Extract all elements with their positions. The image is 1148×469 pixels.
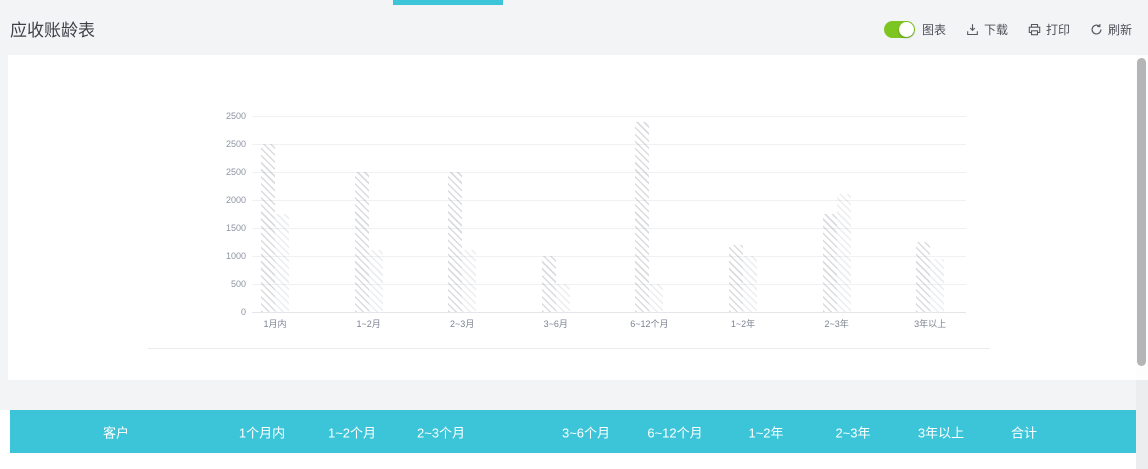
toggle-knob bbox=[898, 21, 914, 37]
table-header-cell: 1~2年 bbox=[748, 425, 784, 440]
chart-card: 0 500 1000 1500 2000 2500 2500 2500 1月内 1~2月 2~3月 3… bbox=[8, 55, 1136, 380]
y-axis-tick-label: 1000 bbox=[225, 251, 246, 261]
table-header-cell: 合计 bbox=[1010, 425, 1038, 440]
refresh-label: 刷新 bbox=[1107, 22, 1132, 37]
refresh-button[interactable]: 刷新 bbox=[1090, 21, 1132, 38]
refresh-icon bbox=[1090, 23, 1103, 36]
gridline bbox=[252, 200, 966, 201]
bar-series-2-1月内 bbox=[275, 214, 289, 312]
x-axis-category-label: 2~3年 bbox=[824, 319, 849, 329]
download-label: 下载 bbox=[983, 22, 1008, 37]
bar-series-2-1~2月 bbox=[368, 250, 383, 312]
x-axis-category-label: 3~6月 bbox=[543, 319, 568, 329]
scrollbar-track-lower bbox=[1136, 380, 1148, 469]
bar-series-2-2~3年 bbox=[836, 194, 851, 312]
page-title: 应收账龄表 bbox=[10, 21, 95, 40]
x-axis-category-label: 1~2年 bbox=[730, 319, 756, 329]
bar-series-2-3年以上 bbox=[930, 259, 945, 312]
chart-toggle-switch[interactable] bbox=[883, 20, 915, 38]
bar-series-2-6~12个月 bbox=[649, 284, 664, 312]
download-icon bbox=[966, 23, 979, 36]
download-button[interactable]: 下载 bbox=[966, 21, 1008, 38]
table-header-cell: 3~6个月 bbox=[561, 425, 611, 440]
bar-series-2-2~3月 bbox=[462, 250, 477, 312]
bar-series-1-3年以上 bbox=[916, 242, 931, 312]
gridline bbox=[252, 228, 966, 229]
x-axis-category-label: 3年以上 bbox=[914, 319, 947, 329]
gridline bbox=[252, 116, 966, 117]
print-button[interactable]: 打印 bbox=[1028, 21, 1070, 38]
bar-series-1-3~6月 bbox=[541, 256, 556, 312]
x-axis-category-label: 6~12个月 bbox=[630, 319, 669, 329]
table-header-cell: 客户 bbox=[102, 425, 130, 440]
table-header-cell: 2~3年 bbox=[835, 425, 871, 440]
gridline bbox=[252, 256, 966, 257]
bar-series-2-3~6月 bbox=[555, 284, 570, 312]
toolbar: 图表 下载 打印 刷新 bbox=[883, 20, 1132, 38]
top-accent-strip bbox=[393, 0, 503, 5]
x-axis-category-label: 1~2月 bbox=[356, 319, 381, 329]
table-header-cell: 6~12个月 bbox=[647, 425, 703, 440]
bar-series-1-6~12个月 bbox=[635, 122, 650, 312]
printer-icon bbox=[1028, 23, 1041, 36]
x-axis-category-label: 1月内 bbox=[263, 319, 287, 329]
table-header-cell: 1个月内 bbox=[238, 425, 286, 440]
print-label: 打印 bbox=[1045, 22, 1070, 37]
bar-series-1-1~2月 bbox=[354, 172, 369, 312]
y-axis-tick-label: 2000 bbox=[225, 195, 246, 205]
y-axis-tick-label: 2500 bbox=[225, 139, 246, 149]
bar-series-1-2~3月 bbox=[448, 172, 463, 312]
y-axis-tick-label: 2500 bbox=[225, 111, 246, 121]
y-axis-tick-label: 500 bbox=[230, 279, 246, 289]
table-header-cell: 1~2个月 bbox=[327, 425, 377, 440]
y-axis-tick-label: 2500 bbox=[225, 167, 246, 177]
bar-series-2-1~2年 bbox=[743, 256, 757, 312]
gridline bbox=[252, 172, 966, 173]
vertical-scrollbar-thumb[interactable] bbox=[1137, 58, 1146, 366]
table-header-cell: 3年以上 bbox=[917, 425, 965, 440]
table-header-cell: 2~3个月 bbox=[416, 425, 466, 440]
chart-toggle-label: 图表 bbox=[921, 22, 946, 37]
bar-series-1-2~3年 bbox=[822, 214, 837, 312]
chart-table-divider bbox=[148, 348, 990, 349]
y-axis-tick-label: 1500 bbox=[225, 223, 246, 233]
y-axis-tick-label: 0 bbox=[240, 307, 246, 317]
x-axis-line bbox=[252, 312, 966, 313]
gridline bbox=[252, 284, 966, 285]
x-axis-category-label: 2~3月 bbox=[450, 319, 475, 329]
table-header-row: 客户 1个月内 1~2个月 2~3个月 3~6个月 6~12个月 1~2年 2~3年 3年以上 合… bbox=[10, 410, 1136, 453]
chart-toggle[interactable]: 图表 bbox=[883, 20, 946, 38]
bar-series-1-1~2年 bbox=[729, 245, 743, 312]
bar-series-1-1月内 bbox=[261, 144, 275, 312]
aging-bar-chart: 0 500 1000 1500 2000 2500 2500 2500 1月内 1~2月 2~3月 3… bbox=[8, 55, 1136, 380]
gridline bbox=[252, 144, 966, 145]
